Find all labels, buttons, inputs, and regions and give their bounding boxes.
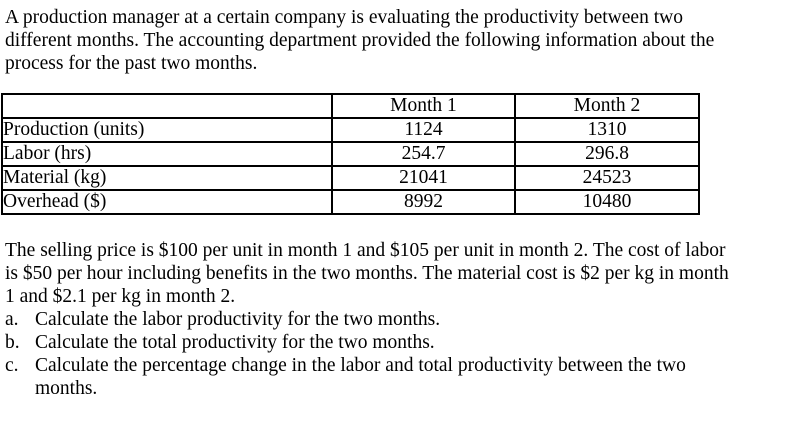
question-marker: a.: [5, 309, 19, 330]
question-list: a. Calculate the labor productivity for …: [0, 308, 807, 400]
row-label: Labor (hrs): [1, 141, 333, 167]
table-row-overhead: Overhead ($) 8992 10480: [1, 189, 700, 215]
cell-month1-value: 254.7: [331, 141, 516, 167]
table-row-production: Production (units) 1124 1310: [1, 117, 700, 143]
cell-month2-value: 24523: [514, 165, 700, 191]
cell-month1-value: 1124: [331, 117, 516, 143]
table-header-empty-cell: [1, 93, 333, 119]
cell-month1-value: 8992: [331, 189, 516, 215]
question-text: Calculate the percentage change in the l…: [35, 355, 686, 399]
question-marker: c.: [5, 355, 19, 376]
table-row-material: Material (kg) 21041 24523: [1, 165, 700, 191]
row-label: Production (units): [1, 117, 333, 143]
row-label: Material (kg): [1, 165, 333, 191]
table-header-month2: Month 2: [514, 93, 700, 119]
table-header-row: Month 1 Month 2: [1, 93, 700, 119]
intro-line: A production manager at a certain compan…: [5, 7, 683, 28]
row-label: Overhead ($): [1, 189, 333, 215]
cell-month1-value: 21041: [331, 165, 516, 191]
question-item-a: a. Calculate the labor productivity for …: [5, 308, 807, 331]
question-item-c: c. Calculate the percentage change in th…: [5, 354, 807, 400]
production-data-table: Month 1 Month 2 Production (units) 1124 …: [1, 93, 700, 215]
question-marker: b.: [5, 332, 20, 353]
cell-month2-value: 10480: [514, 189, 700, 215]
question-item-b: b. Calculate the total productivity for …: [5, 331, 807, 354]
details-line: The selling price is $100 per unit in mo…: [5, 240, 726, 261]
intro-paragraph: A production manager at a certain compan…: [0, 0, 807, 75]
intro-line: different months. The accounting departm…: [5, 30, 715, 51]
question-text: Calculate the labor productivity for the…: [35, 309, 441, 330]
cell-month2-value: 1310: [514, 117, 700, 143]
question-text: Calculate the total productivity for the…: [35, 332, 435, 353]
details-paragraph: The selling price is $100 per unit in mo…: [0, 239, 807, 308]
intro-line: process for the past two months.: [5, 53, 258, 74]
table-row-labor: Labor (hrs) 254.7 296.8: [1, 141, 700, 167]
details-line: 1 and $2.1 per kg in month 2.: [5, 286, 236, 307]
cell-month2-value: 296.8: [514, 141, 700, 167]
table-header-month1: Month 1: [331, 93, 516, 119]
details-line: is $50 per hour including benefits in th…: [5, 263, 729, 284]
